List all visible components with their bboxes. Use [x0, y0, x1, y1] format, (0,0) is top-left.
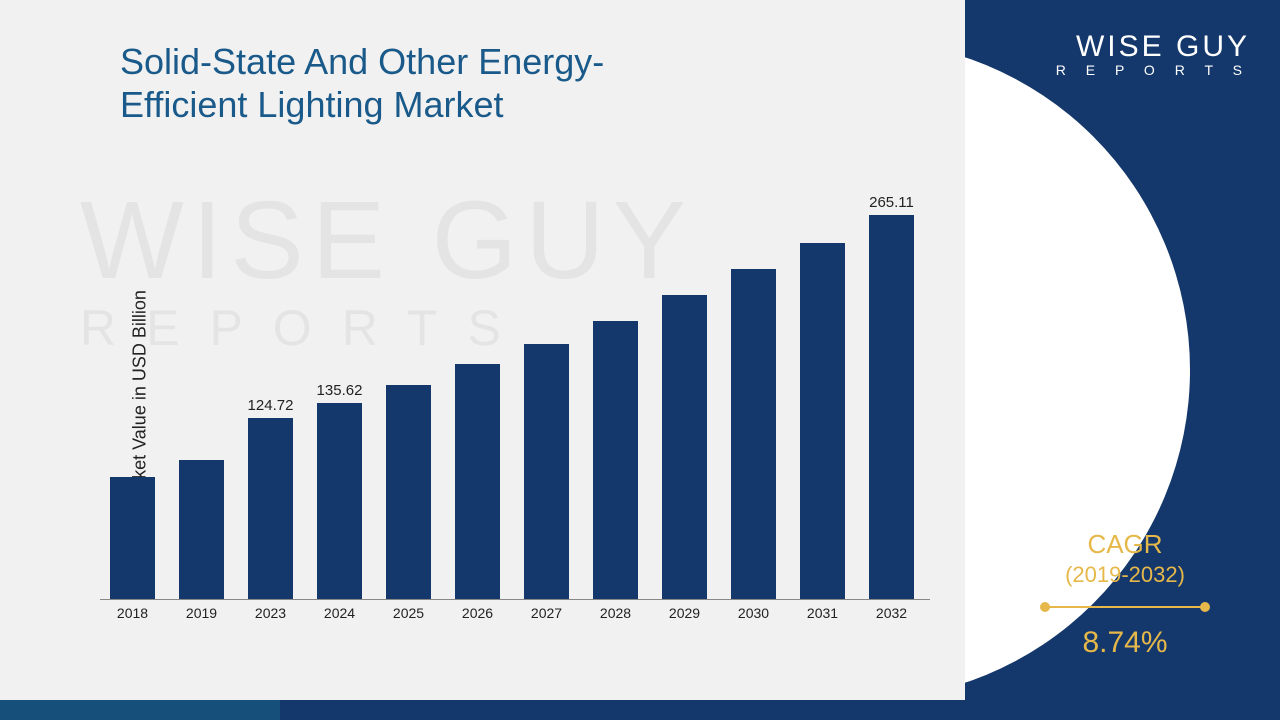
bar-value-label: 265.11: [869, 194, 914, 211]
bottom-bar-accent: [0, 700, 280, 720]
bar: 135.62: [317, 403, 362, 599]
x-tick-label: 2030: [724, 605, 784, 621]
x-tick-label: 2031: [793, 605, 853, 621]
bar: [455, 364, 500, 599]
x-tick-label: 2028: [586, 605, 646, 621]
bar: 265.11: [869, 215, 914, 599]
cagr-divider: [1045, 606, 1205, 608]
bar: [662, 295, 707, 599]
cagr-value: 8.74%: [1010, 626, 1240, 660]
bar: [800, 243, 845, 599]
chart-title: Solid-State And Other Energy-Efficient L…: [120, 40, 720, 126]
bar: [179, 460, 224, 599]
x-tick-label: 2019: [172, 605, 232, 621]
bar: 124.72: [248, 418, 293, 599]
x-tick-label: 2027: [517, 605, 577, 621]
cagr-label: CAGR: [1010, 529, 1240, 560]
bar: [386, 385, 431, 599]
bar: [731, 269, 776, 599]
cagr-period: (2019-2032): [1010, 562, 1240, 588]
bar-value-label: 135.62: [317, 382, 363, 399]
bar: [593, 321, 638, 599]
x-tick-label: 2025: [379, 605, 439, 621]
x-tick-label: 2032: [862, 605, 922, 621]
cagr-box: CAGR (2019-2032) 8.74%: [1010, 529, 1240, 660]
x-tick-label: 2018: [103, 605, 163, 621]
x-tick-label: 2023: [241, 605, 301, 621]
x-tick-label: 2026: [448, 605, 508, 621]
bar-chart: Market Value in USD Billion 20182019124.…: [60, 160, 940, 640]
logo-sub: R E P O R T S: [990, 62, 1250, 78]
plot-area: 20182019124.722023135.622024202520262027…: [100, 180, 930, 600]
brand-logo: WISE GUY R E P O R T S: [990, 30, 1250, 78]
logo-main: WISE GUY: [1076, 30, 1250, 63]
bar: [524, 344, 569, 599]
x-tick-label: 2024: [310, 605, 370, 621]
x-tick-label: 2029: [655, 605, 715, 621]
bar: [110, 477, 155, 599]
bar-value-label: 124.72: [248, 397, 294, 414]
